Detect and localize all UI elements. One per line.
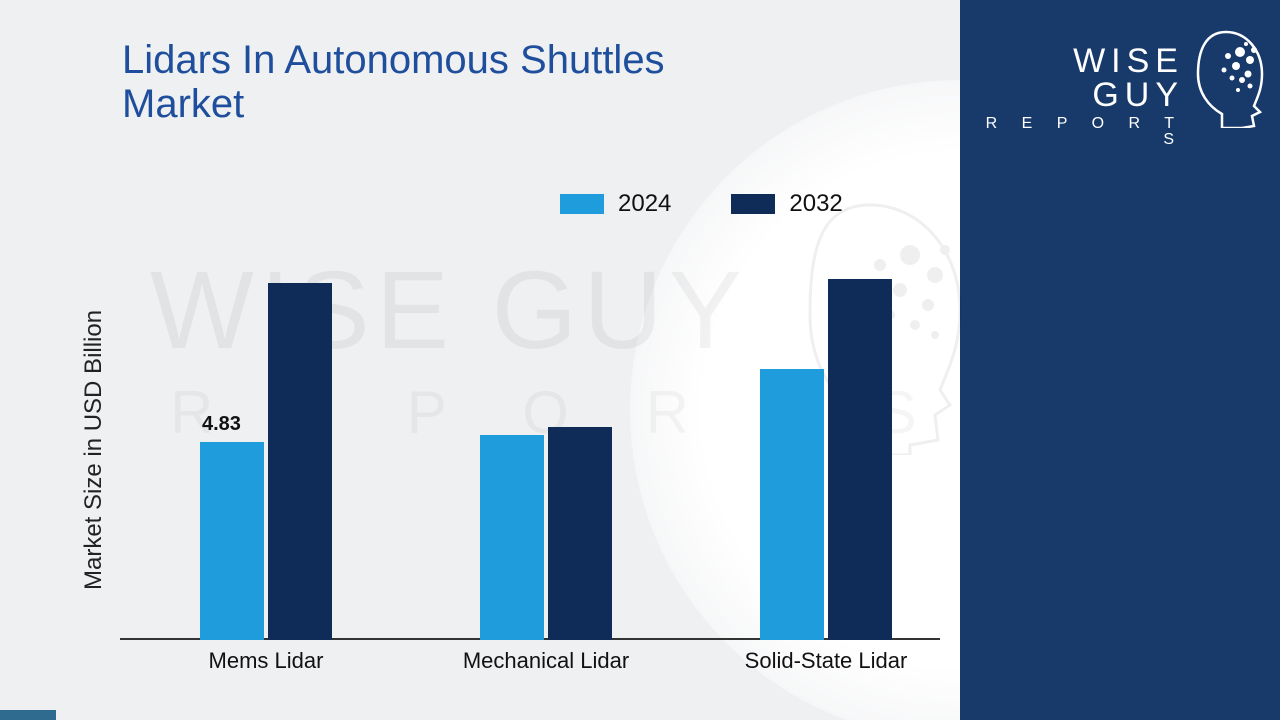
brand-logo: WISE GUY R E P O R T S xyxy=(984,44,1184,148)
legend: 2024 2032 xyxy=(560,190,843,218)
bar xyxy=(828,279,892,640)
bottom-accent-strip xyxy=(0,710,56,720)
legend-swatch-2024 xyxy=(560,194,604,214)
legend-label-2032: 2032 xyxy=(789,190,842,218)
bar-value-label: 4.83 xyxy=(202,413,241,436)
brand-head-icon xyxy=(1188,30,1266,128)
bar xyxy=(760,369,824,640)
plot-area: Mems LidarMechanical LidarSolid-State Li… xyxy=(120,230,940,640)
chart-canvas: WISE GUY R E P O R T S WISE GUY R E P O … xyxy=(0,0,1280,720)
brand-line1: WISE GUY xyxy=(984,44,1184,112)
bar xyxy=(548,427,612,640)
brand-line2: R E P O R T S xyxy=(984,116,1184,148)
category-label: Mechanical Lidar xyxy=(456,640,636,673)
bar xyxy=(480,435,544,640)
legend-item-2032: 2032 xyxy=(731,190,842,218)
legend-swatch-2032 xyxy=(731,194,775,214)
legend-item-2024: 2024 xyxy=(560,190,671,218)
bar xyxy=(200,442,264,640)
category-label: Solid-State Lidar xyxy=(736,640,916,673)
category-label: Mems Lidar xyxy=(176,640,356,673)
bar xyxy=(268,283,332,640)
legend-label-2024: 2024 xyxy=(618,190,671,218)
y-axis-label: Market Size in USD Billion xyxy=(80,310,108,590)
chart-title: Lidars In Autonomous Shuttles Market xyxy=(122,38,762,126)
